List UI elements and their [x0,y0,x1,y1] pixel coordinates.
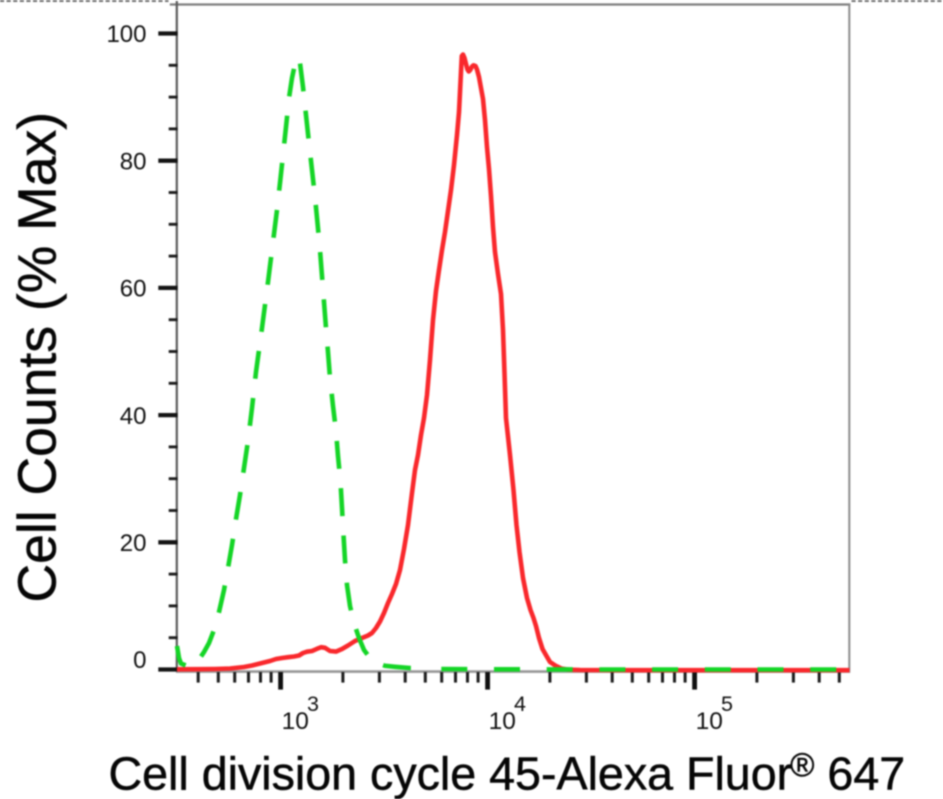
svg-text:4: 4 [514,692,526,716]
svg-text:20: 20 [120,530,147,557]
svg-text:100: 100 [106,21,146,48]
svg-text:Cell division cycle 45-Alexa F: Cell division cycle 45-Alexa Fluor® 647 [109,746,906,799]
svg-text:60: 60 [120,276,147,303]
svg-text:40: 40 [120,403,147,430]
svg-text:10: 10 [489,708,516,735]
svg-text:Cell Counts (% Max): Cell Counts (% Max) [9,112,68,603]
svg-text:0: 0 [133,647,146,674]
svg-text:80: 80 [120,148,147,175]
svg-text:3: 3 [307,692,319,716]
svg-text:10: 10 [282,708,309,735]
svg-text:10: 10 [696,708,723,735]
svg-text:5: 5 [721,692,733,716]
